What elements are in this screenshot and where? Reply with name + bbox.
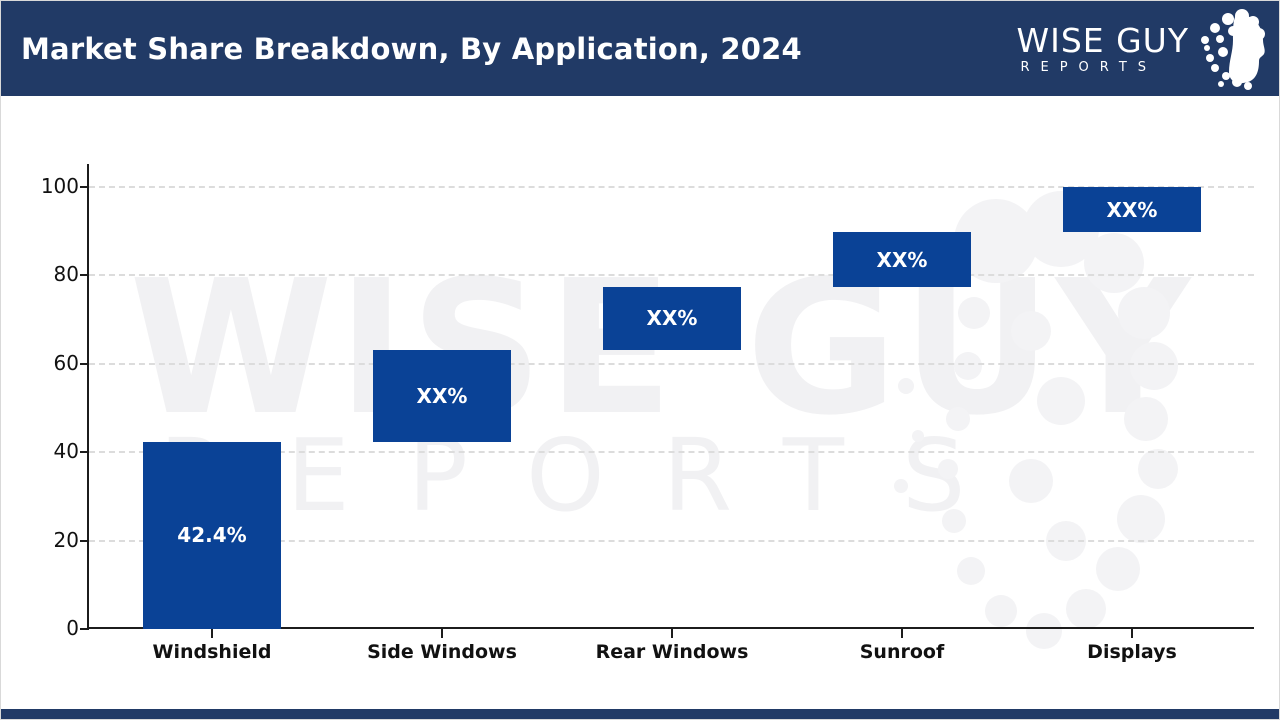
y-tick-mark-60 — [80, 362, 89, 365]
chart-area: WISE GUY REPORTS 0 20 40 60 80 100 42.4% XX% XX%… — [1, 96, 1279, 711]
x-axis-label-displays: Displays — [1087, 641, 1177, 663]
wise-guy-reports-logo: WISE GUY REPORTS — [1016, 8, 1267, 90]
y-tick-mark-100 — [80, 186, 89, 188]
bar-displays: XX% — [1063, 187, 1201, 233]
x-tick-mark-rear-windows — [671, 629, 673, 638]
gridline-40 — [89, 451, 1254, 454]
footer-bar — [1, 709, 1279, 719]
logo-text: WISE GUY REPORTS — [1016, 24, 1189, 74]
gridline-20 — [89, 539, 1254, 542]
x-tick-mark-displays — [1131, 629, 1133, 638]
y-tick-mark-20 — [80, 539, 89, 542]
x-axis-label-windshield: Windshield — [152, 641, 272, 663]
bar-value-label-side-windows: XX% — [416, 383, 468, 408]
page-title: Market Share Breakdown, By Application, … — [21, 31, 802, 66]
header-banner: Market Share Breakdown, By Application, … — [1, 1, 1279, 96]
logo-face-icon — [1201, 8, 1265, 90]
x-axis-label-side-windows: Side Windows — [367, 641, 517, 663]
logo-wordmark: WISE GUY — [1016, 20, 1189, 60]
bar-value-label-windshield: 42.4% — [177, 523, 247, 548]
bar-sunroof: XX% — [833, 232, 971, 288]
gridline-60 — [89, 362, 1254, 365]
bar-value-label-displays: XX% — [1106, 197, 1158, 222]
y-tick-label-80: 80 — [53, 262, 79, 287]
watermark-face — [894, 191, 1178, 649]
bar-rear-windows: XX% — [603, 287, 741, 350]
watermark-reports: REPORTS — [159, 417, 1024, 534]
gridline-80 — [89, 274, 1254, 277]
x-axis-label-sunroof: Sunroof — [859, 641, 945, 663]
y-tick-mark-0 — [80, 628, 89, 630]
x-axis-line — [87, 627, 1254, 629]
bar-value-label-sunroof: XX% — [876, 247, 928, 272]
y-tick-label-0: 0 — [66, 616, 79, 640]
logo-subtext: REPORTS — [1020, 59, 1158, 75]
bar-value-label-rear-windows: XX% — [646, 306, 698, 331]
x-tick-mark-sunroof — [901, 629, 903, 638]
x-tick-mark-side-windows — [441, 629, 443, 638]
y-tick-mark-80 — [80, 274, 89, 277]
gridline-100 — [89, 186, 1254, 188]
y-tick-label-40: 40 — [53, 439, 79, 464]
y-tick-mark-40 — [80, 451, 89, 454]
x-tick-mark-windshield — [211, 629, 213, 638]
bar-windshield: 42.4% — [143, 441, 281, 629]
y-axis-line — [87, 164, 89, 629]
y-tick-label-100: 100 — [40, 174, 79, 198]
x-axis-label-rear-windows: Rear Windows — [595, 641, 749, 663]
bar-side-windows: XX% — [373, 349, 511, 442]
y-tick-label-60: 60 — [53, 350, 79, 375]
y-tick-label-20: 20 — [53, 527, 79, 552]
